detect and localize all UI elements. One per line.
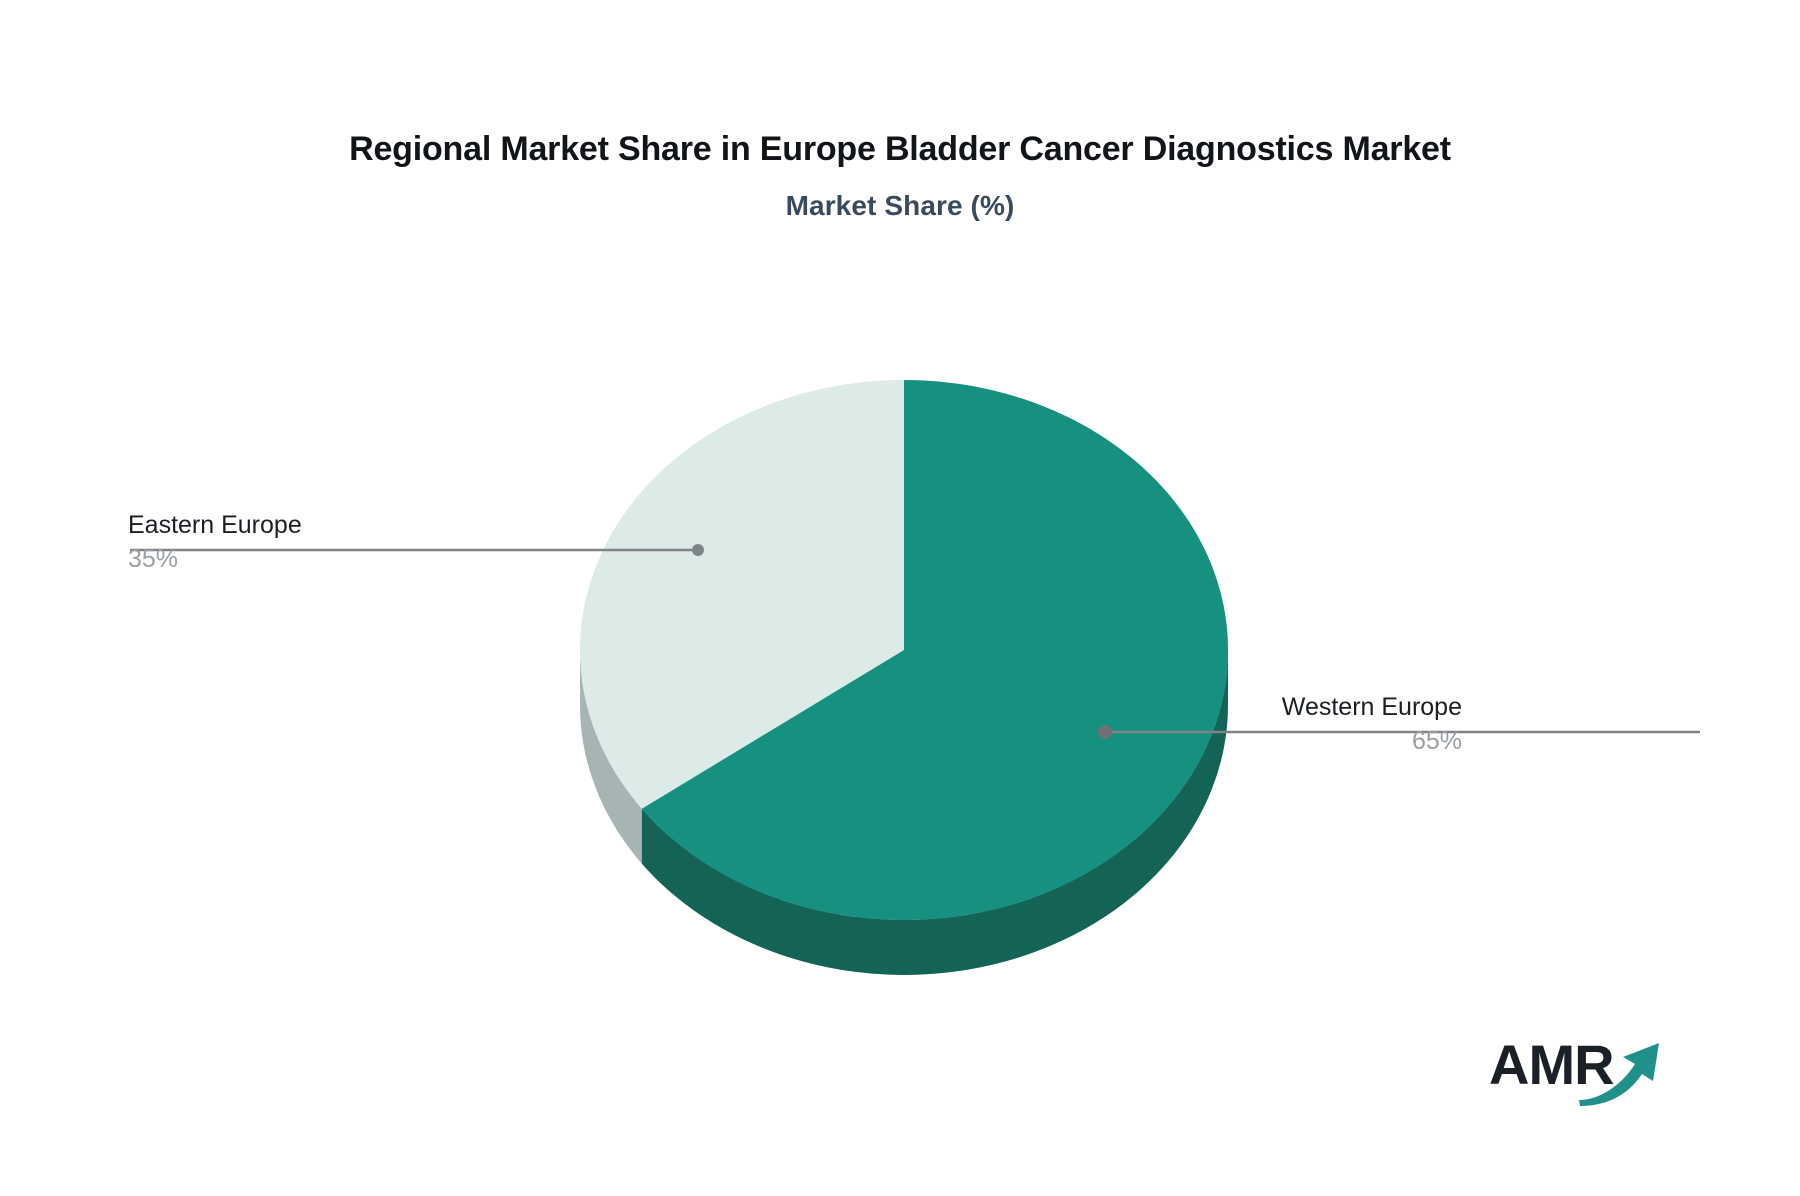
- chart-subtitle: Market Share (%): [785, 190, 1015, 221]
- callout-category-label: Eastern Europe: [128, 511, 302, 539]
- growth-arrow-icon: [1579, 1043, 1659, 1106]
- callout-value-label: 65%: [1411, 727, 1462, 755]
- amr-logo-text: AMR: [1489, 1033, 1615, 1096]
- slice-top-western-europe: [641, 380, 1229, 921]
- slice-side-western-europe: [641, 650, 1228, 975]
- callout-western-europe: Western Europe 65%: [1282, 690, 1462, 758]
- amr-logo: AMR: [1489, 1030, 1664, 1110]
- page-title: Regional Market Share in Europe Bladder …: [349, 130, 1451, 168]
- leader-dot-eastern-europe: [692, 544, 704, 556]
- slice-top-eastern-europe: [580, 380, 904, 809]
- slice-side-eastern-europe: [580, 650, 642, 864]
- callout-eastern-europe: Eastern Europe 35%: [128, 508, 302, 576]
- leader-dot-western-europe: [1098, 725, 1112, 739]
- callout-value-label: 35%: [128, 545, 179, 573]
- callout-category-label: Western Europe: [1281, 693, 1462, 721]
